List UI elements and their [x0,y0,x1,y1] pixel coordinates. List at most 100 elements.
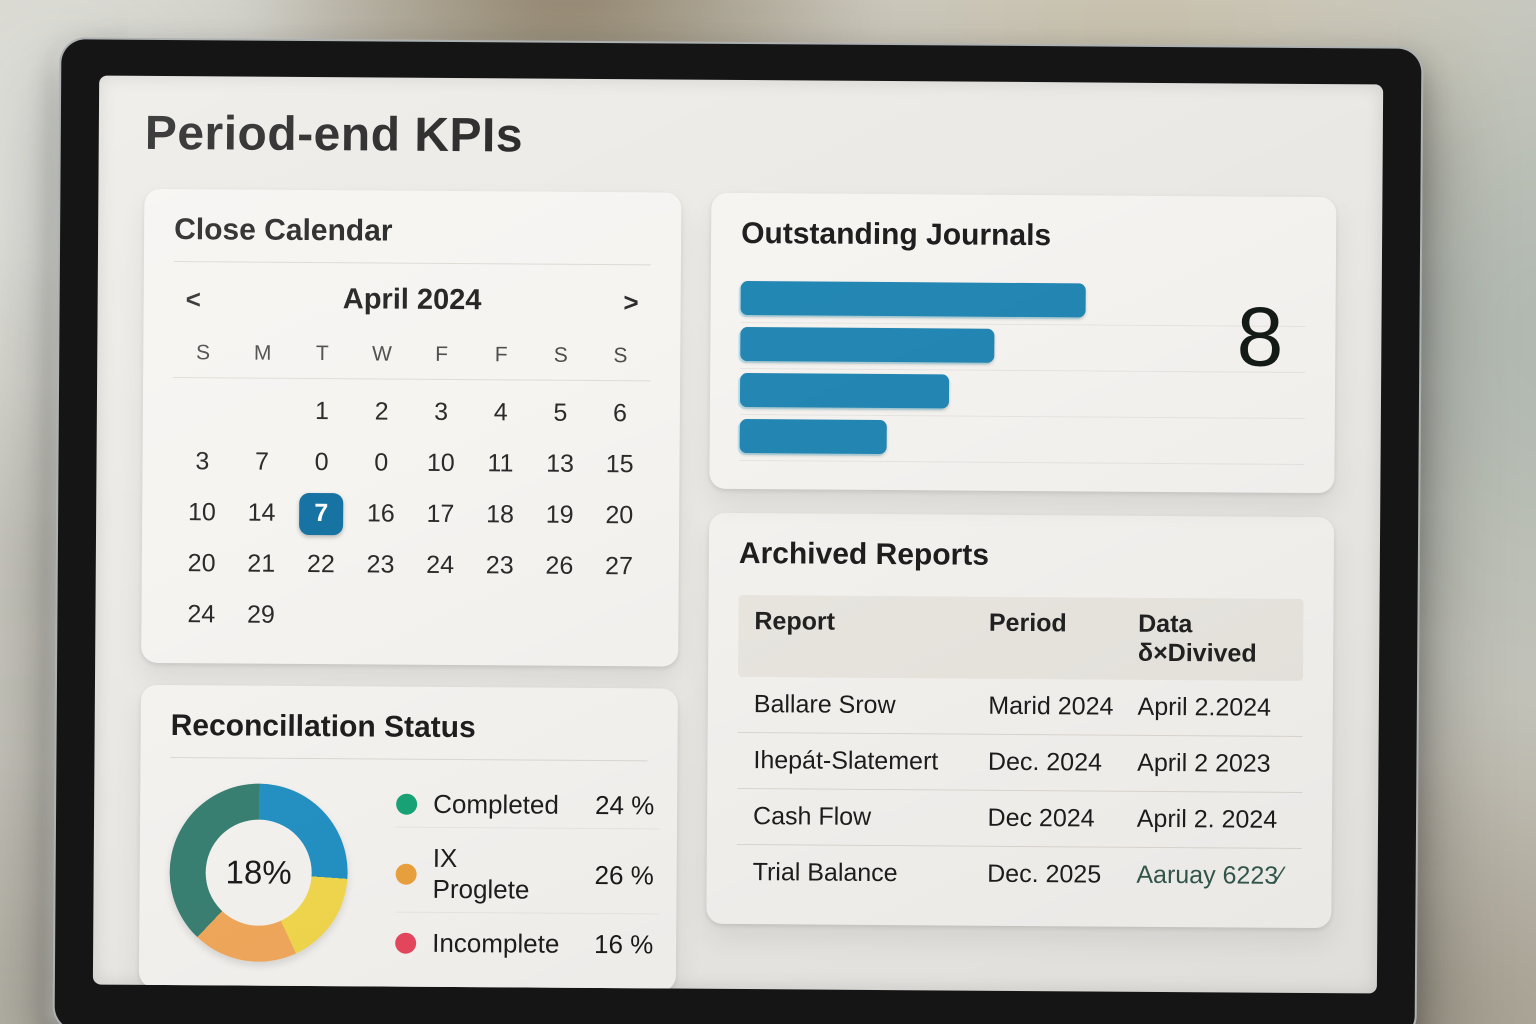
journal-bars [739,281,1306,469]
divider [173,377,651,382]
report-data-cell: April 2 2023 [1137,748,1271,778]
calendar-day-cell[interactable]: 11 [470,439,530,488]
calendar-day-label: 7 [254,447,270,476]
calendar-day-cell[interactable]: 18 [470,490,530,539]
calendar-day-label [181,390,225,432]
donut-hole: 18% [205,819,313,927]
calendar-day-label: 17 [426,499,455,529]
calendar-grid: 1 2 3 4 5 6 3 7 0 0 10 11 13 15 10 14 7 16 17 18 19 20 20 21 22 2… [171,386,650,642]
calendar-day-header: S [196,341,211,365]
calendar-day-cell[interactable]: 24 [171,590,231,639]
reports-table-row[interactable]: Trial Balance Dec. 2025 Aaruay 6223⁄ [736,845,1301,904]
calendar-day-cell[interactable]: 7 [291,489,351,538]
reports-column-header: Data δ×Divived [1137,609,1257,668]
calendar-day-cell[interactable]: 3 [411,388,471,437]
report-data-cell: April 2. 2024 [1136,804,1278,834]
calendar-day-label [418,595,462,637]
calendar-day-label: 3 [195,447,210,476]
calendar-day-header: W [371,342,392,366]
calendar-next-icon[interactable]: > [623,286,639,317]
calendar-day-label [358,595,402,637]
calendar-day-label: 24 [426,550,455,580]
report-period-cell: Marid 2024 [988,691,1114,721]
calendar-day-label: 10 [426,448,455,478]
calendar-day-label: 13 [546,449,575,478]
calendar-day-cell[interactable]: 22 [291,540,351,589]
calendar-day-cell[interactable]: 24 [410,541,470,590]
outstanding-journals-title: Outstanding Journals [741,217,1052,253]
calendar-day-label: 0 [374,448,389,477]
calendar-day-cell[interactable]: 0 [292,438,352,487]
legend-item: Incomplete 16 % [395,921,659,968]
calendar-day-cell[interactable]: 29 [231,590,291,639]
calendar-day-cell[interactable]: 5 [530,389,590,438]
calendar-day-cell[interactable]: 20 [172,539,232,588]
journal-bar-row [739,419,1305,469]
calendar-day-label: 22 [306,549,335,579]
archived-reports-title: Archived Reports [738,537,990,572]
calendar-day-cell [291,591,351,640]
calendar-day-cell[interactable]: 6 [590,389,650,438]
calendar-day-header: F [435,342,449,366]
calendar-day-cell[interactable]: 26 [529,542,589,591]
calendar-day-cell[interactable]: 3 [172,437,232,486]
dashboard: Period-end KPIs Close Calendar < April 2… [93,76,1383,994]
journal-bar-row [739,373,1305,423]
calendar-day-label: 29 [246,600,275,629]
calendar-day-header: F [494,343,508,367]
calendar-day-label: 15 [605,450,634,479]
calendar-day-cell[interactable]: 23 [351,540,411,589]
report-data-cell: Aaruay 6223⁄ [1136,860,1283,890]
legend-item: Completed 24 % [395,781,661,830]
calendar-day-label: 27 [604,552,634,581]
reports-table-row[interactable]: Ballare Srow Marid 2024 April 2.2024 [737,677,1304,737]
calendar-day-label: 5 [553,398,568,427]
calendar-day-label: 23 [485,551,514,580]
reports-table-row[interactable]: Ihepát-Slatemert Dec. 2024 April 2 2023 [737,733,1303,793]
calendar-day-cell[interactable]: 10 [411,439,471,488]
calendar-day-label [240,390,284,432]
divider [170,757,648,762]
report-name-cell: Trial Balance [752,858,898,888]
calendar-day-cell[interactable]: 13 [530,440,590,489]
calendar-day-label: 16 [366,499,395,528]
calendar-day-header: S [553,343,568,367]
calendar-day-cell[interactable]: 27 [589,542,649,591]
calendar-day-label: 20 [605,501,634,530]
calendar-prev-icon[interactable]: < [185,283,201,314]
legend-label: Completed [433,788,559,820]
calendar-day-cell[interactable]: 1 [292,387,352,436]
calendar-day-label: 24 [187,600,216,629]
calendar-day-cell[interactable]: 19 [530,491,590,540]
legend-value: 16 % [593,929,654,960]
calendar-day-cell[interactable]: 4 [471,388,531,437]
calendar-day-label: 3 [434,397,449,426]
reports-table-row[interactable]: Cash Flow Dec 2024 April 2. 2024 [736,789,1303,849]
report-name-cell: Ballare Srow [753,690,896,720]
page-title: Period-end KPIs [144,106,524,163]
calendar-day-cell[interactable]: 0 [351,438,411,487]
calendar-day-cell[interactable]: 21 [231,539,291,588]
report-period-cell: Dec. 2025 [987,859,1102,889]
calendar-day-cell[interactable]: 20 [589,491,649,540]
calendar-day-cell[interactable]: 14 [232,488,292,537]
calendar-day-cell[interactable]: 15 [590,440,650,489]
calendar-day-label: 1 [314,397,329,426]
calendar-day-label: 7 [299,492,344,535]
calendar-day-cell[interactable]: 17 [410,490,470,539]
calendar-day-cell[interactable]: 10 [172,488,232,537]
calendar-day-cell[interactable]: 16 [351,489,411,538]
calendar-day-cell[interactable]: 7 [232,437,292,486]
card-archived-reports: Archived Reports Report Period Data δ×Divi… [706,512,1335,929]
report-name-cell: Cash Flow [752,802,872,831]
reports-table-body: Ballare Srow Marid 2024 April 2.2024 Ihepát… [736,677,1304,904]
report-data-cell: April 2.2024 [1137,692,1272,722]
calendar-day-cell[interactable]: 23 [470,541,530,590]
calendar-day-cell [173,386,233,435]
calendar-day-cell[interactable]: 2 [352,387,412,436]
legend-dot-icon [395,932,417,954]
calendar-day-cell [232,386,292,435]
calendar-day-label: 2 [374,397,389,426]
outstanding-journals-count: 8 [1236,289,1284,384]
